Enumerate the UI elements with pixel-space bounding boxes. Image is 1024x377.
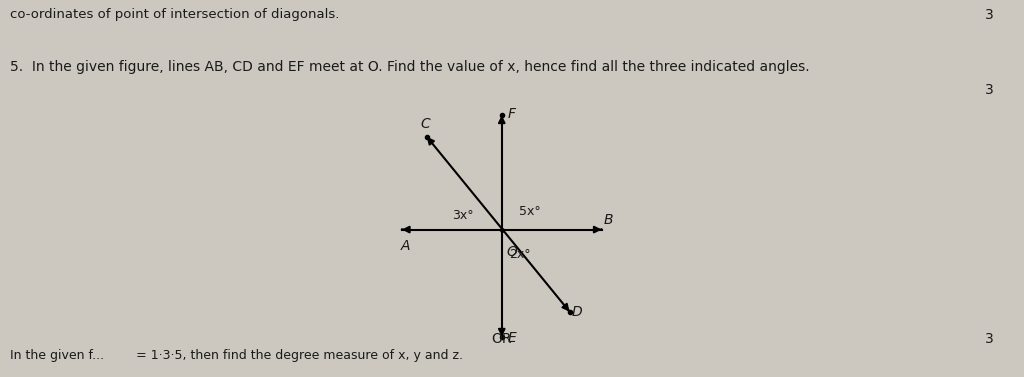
Text: O: O	[507, 245, 518, 259]
Text: 5.  In the given figure, lines AB, CD and EF meet at O. Find the value of x, hen: 5. In the given figure, lines AB, CD and…	[10, 60, 810, 74]
Text: 3: 3	[984, 83, 993, 97]
Text: A: A	[400, 239, 410, 253]
Text: 3: 3	[984, 8, 993, 21]
Text: 2x°: 2x°	[509, 248, 530, 261]
Text: OR: OR	[492, 332, 512, 346]
Text: D: D	[571, 305, 583, 319]
Text: 3: 3	[984, 332, 993, 346]
Text: In the given f...        = 1·3·5, then find the degree measure of x, y and z.: In the given f... = 1·3·5, then find the…	[10, 349, 463, 362]
Text: E: E	[508, 331, 516, 345]
Text: F: F	[508, 107, 515, 121]
Text: B: B	[603, 213, 612, 227]
Text: 3x°: 3x°	[452, 209, 473, 222]
Text: co-ordinates of point of intersection of diagonals.: co-ordinates of point of intersection of…	[10, 8, 340, 20]
Text: 5x°: 5x°	[519, 205, 542, 218]
Text: C: C	[421, 117, 430, 131]
